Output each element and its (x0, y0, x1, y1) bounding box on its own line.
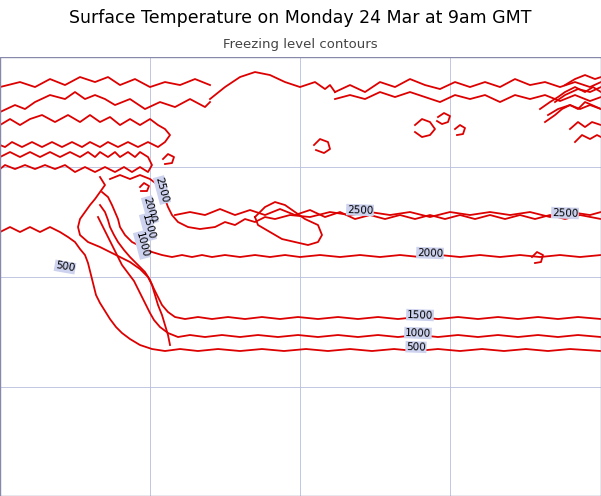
Text: 2500: 2500 (552, 207, 578, 218)
Text: 1000: 1000 (404, 327, 432, 338)
Text: Freezing level contours: Freezing level contours (223, 38, 378, 51)
Text: 1500: 1500 (140, 213, 156, 241)
Text: 2000: 2000 (142, 196, 158, 224)
Text: 2500: 2500 (154, 176, 170, 204)
Text: 1000: 1000 (134, 231, 150, 259)
Text: 500: 500 (406, 342, 426, 352)
Text: 2500: 2500 (347, 204, 373, 215)
Text: 2000: 2000 (416, 248, 443, 258)
Text: Surface Temperature on Monday 24 Mar at 9am GMT: Surface Temperature on Monday 24 Mar at … (69, 9, 532, 27)
Text: 1500: 1500 (407, 310, 433, 320)
Text: 500: 500 (55, 260, 76, 274)
